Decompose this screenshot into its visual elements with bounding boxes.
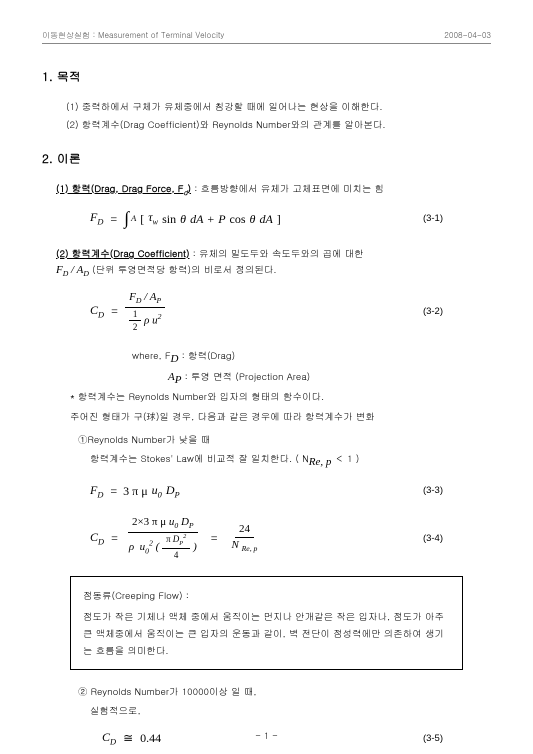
box-title: 점동류(Creeping Flow) : (83, 587, 450, 604)
note-2: 주어진 형태가 구(球)일 경우, 다음과 같은 경우에 따라 항력계수가 변화 (70, 409, 491, 424)
objective-2: (2) 항력계수(Drag Coefficient)와 Reynolds Num… (66, 117, 491, 131)
objective-1: (1) 중력하에서 구체가 유체중에서 침강할 때에 일어나는 현상을 이해한다… (66, 99, 491, 113)
where-fd: where, FD : 항력(Drag) (132, 348, 491, 365)
where-ap: AP : 투영 면적 (Projection Area) (168, 369, 491, 386)
box-body: 점도가 작은 기체나 액체 중에서 움직이는 먼지나 안개같은 작은 입자나, … (83, 608, 450, 659)
case1-title: ①Reynolds Number가 낮을 때 (78, 432, 491, 447)
theory-heading-2: (2) 항력계수(Drag Coefficient) : 유체의 밀도두와 속도… (56, 246, 491, 260)
section1-title: 1. 목적 (42, 68, 491, 85)
case2-title: ② Reynolds Number가 10000이상 일 때, (78, 684, 491, 699)
equation-3-4: CD = 2×3 π μ u0 DP ρ u02 ( π DP24 ) = 24… (90, 515, 491, 562)
equation-3-1: FD = ∫A [ τw sinθ dA + Pcosθ dA ] (3-1) (90, 206, 491, 231)
header-left: 이동현상실험 : Measurement of Terminal Velocit… (42, 30, 224, 41)
equation-3-3: FD = 3 π μ u0 DP (3-3) (90, 482, 491, 501)
theory-heading-2b: FD / AD (단위 투영면적당 항력)의 비로서 정의된다. (56, 262, 491, 280)
theory-heading-1: (1) 항력(Drag, Drag Force, Fd) : 흐름방향에서 유체… (56, 181, 491, 197)
creeping-flow-box: 점동류(Creeping Flow) : 점도가 작은 기체나 액체 중에서 움… (70, 576, 463, 670)
equation-3-2: CD = FD / AP 12 ρ u2 (3-2) (90, 290, 491, 334)
case2-desc: 실험적으로, (90, 703, 491, 718)
case1-desc: 항력계수는 Stokes' Law에 비교적 잘 일치한다. ( NRe, p … (90, 451, 491, 471)
header-date: 2008-04-03 (444, 30, 491, 41)
note-1: * 항력계수는 Reynolds Number와 입자의 형태의 함수이다. (70, 389, 491, 404)
section2-title: 2. 이론 (42, 150, 491, 167)
page-number: - 1 - (0, 729, 533, 742)
